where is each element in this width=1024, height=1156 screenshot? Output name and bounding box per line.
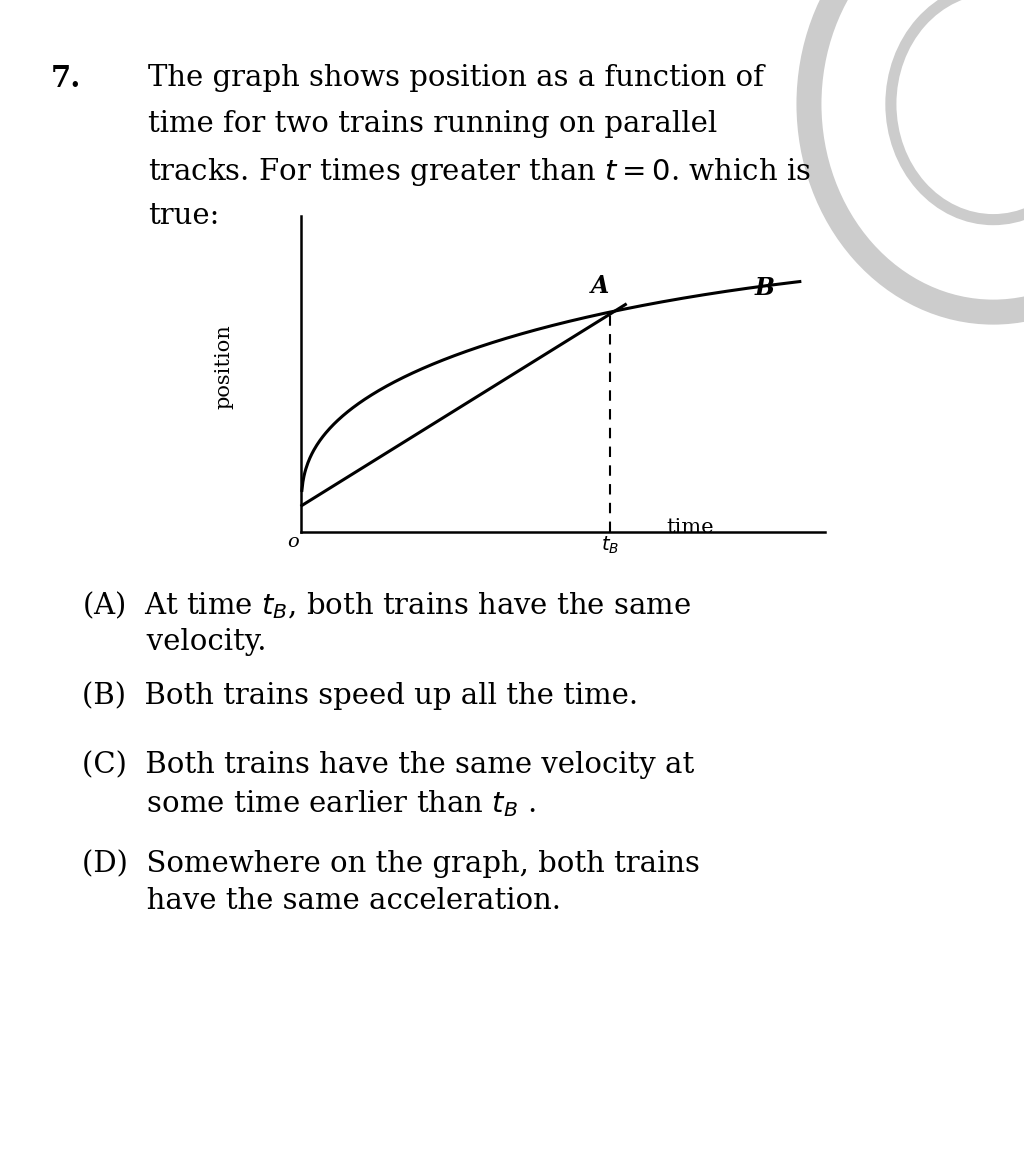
Text: B: B [755,276,775,299]
Text: tracks. For times greater than $t = 0$. which is: tracks. For times greater than $t = 0$. … [148,156,811,188]
Text: A: A [591,274,609,298]
Text: (D)  Somewhere on the graph, both trains: (D) Somewhere on the graph, both trains [82,849,699,877]
Text: The graph shows position as a function of: The graph shows position as a function o… [148,64,764,91]
Text: time for two trains running on parallel: time for two trains running on parallel [148,110,718,138]
Text: $t_B$: $t_B$ [601,534,620,556]
Text: 2 / 4: 2 / 4 [466,1089,548,1121]
Text: o: o [287,533,299,550]
Text: position: position [215,325,233,409]
Text: have the same acceleration.: have the same acceleration. [82,887,561,916]
Text: true:: true: [148,202,220,230]
Text: (A)  At time $t_B$, both trains have the same: (A) At time $t_B$, both trains have the … [82,590,691,621]
Text: (C)  Both trains have the same velocity at: (C) Both trains have the same velocity a… [82,750,694,779]
Text: (B)  Both trains speed up all the time.: (B) Both trains speed up all the time. [82,681,638,710]
Text: velocity.: velocity. [82,628,266,655]
Text: time: time [667,518,714,536]
Text: some time earlier than $t_B$ .: some time earlier than $t_B$ . [82,788,536,818]
Text: 7.: 7. [51,64,82,92]
